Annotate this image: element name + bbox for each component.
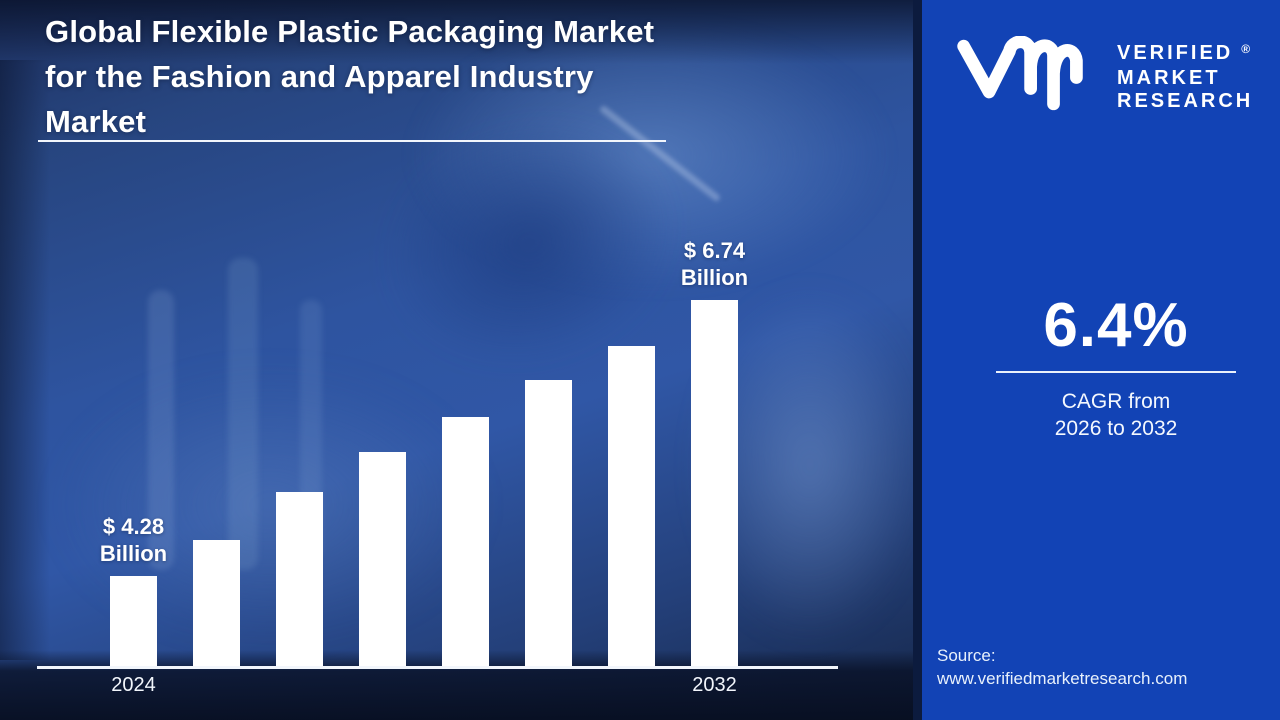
brand-line: VERIFIED ® bbox=[1117, 42, 1253, 67]
cagr-block: 6.4% CAGR from 2026 to 2032 bbox=[956, 294, 1276, 442]
bar bbox=[525, 379, 572, 667]
bar bbox=[359, 451, 406, 667]
bar-value-label-last: $ 6.74 Billion bbox=[680, 238, 749, 290]
brand-name-verified: VERIFIED bbox=[1117, 42, 1234, 64]
cagr-underline bbox=[996, 371, 1236, 373]
bar bbox=[442, 416, 489, 667]
source-url: www.verifiedmarketresearch.com bbox=[937, 669, 1188, 688]
title-underline bbox=[38, 140, 666, 142]
brand-name-research: RESEARCH bbox=[1117, 90, 1254, 112]
title-line: for the Fashion and Apparel Industry bbox=[45, 59, 594, 94]
x-axis-line bbox=[37, 666, 838, 669]
chart-section: Global Flexible Plastic Packaging Market… bbox=[0, 0, 913, 720]
x-axis-tick-label: 2024 bbox=[111, 674, 156, 696]
brand-wordmark: VERIFIED ® MARKET RESEARCH bbox=[1117, 42, 1253, 113]
cagr-value: 6.4% bbox=[1043, 291, 1189, 360]
bar-slot bbox=[193, 540, 240, 667]
source-block: Source: www.verifiedmarketresearch.com bbox=[937, 644, 1187, 690]
page-title: Global Flexible Plastic Packaging Market… bbox=[45, 9, 654, 144]
bar bbox=[608, 346, 655, 667]
bar-slot bbox=[359, 451, 406, 667]
vmr-monogram-icon bbox=[957, 36, 1083, 111]
bar bbox=[276, 491, 323, 667]
bar-slot bbox=[442, 416, 489, 667]
title-line: Market bbox=[45, 104, 147, 139]
bar-slot: $ 6.74 Billion 2032 bbox=[681, 237, 748, 696]
cagr-caption: CAGR from 2026 to 2032 bbox=[956, 388, 1276, 442]
x-axis-tick-label: 2032 bbox=[692, 674, 737, 696]
bar-slot bbox=[608, 346, 655, 667]
panel-divider bbox=[913, 0, 922, 720]
bar bbox=[691, 300, 738, 667]
right-panel: VERIFIED ® MARKET RESEARCH 6.4% CAGR from… bbox=[922, 0, 1280, 720]
bar-slot bbox=[276, 491, 323, 667]
brand-name-market: MARKET bbox=[1117, 67, 1221, 89]
bar-slot: $ 4.28 Billion 2024 bbox=[100, 513, 167, 696]
bar bbox=[193, 540, 240, 667]
bar-chart: $ 4.28 Billion 2024 $ 6.74 Billion 2032 bbox=[100, 237, 748, 696]
vmr-logo: VERIFIED ® MARKET RESEARCH bbox=[945, 36, 1253, 114]
registered-trademark: ® bbox=[1241, 42, 1251, 56]
cagr-caption-line: CAGR from bbox=[1061, 390, 1171, 413]
source-label: Source: bbox=[937, 646, 996, 665]
bar-value-label-first: $ 4.28 Billion bbox=[99, 514, 168, 566]
left-shade bbox=[0, 60, 50, 660]
bar-slot bbox=[525, 379, 572, 667]
cagr-caption-line: 2026 to 2032 bbox=[1054, 417, 1178, 440]
bar bbox=[110, 576, 157, 667]
title-line: Global Flexible Plastic Packaging Market bbox=[45, 14, 655, 49]
